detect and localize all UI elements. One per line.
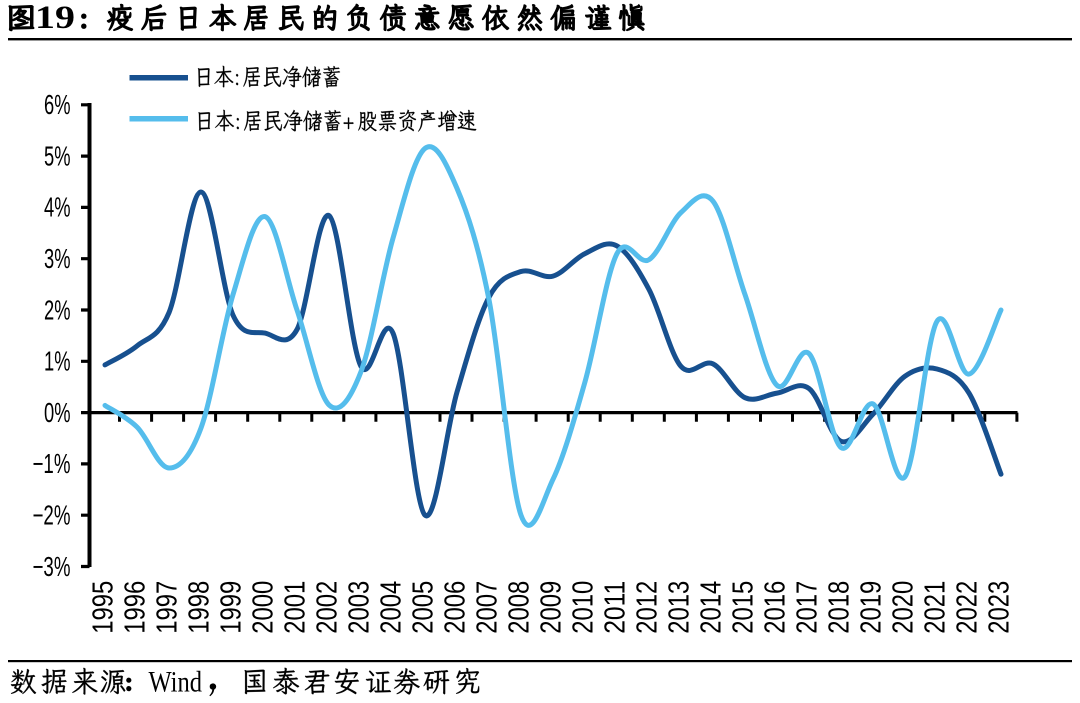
svg-text:2005: 2005 xyxy=(408,581,440,634)
svg-text:−2%: −2% xyxy=(33,500,71,531)
svg-text:2019: 2019 xyxy=(856,581,888,634)
svg-text:2008: 2008 xyxy=(504,581,536,634)
svg-text:4%: 4% xyxy=(44,192,71,223)
svg-text:2%: 2% xyxy=(44,294,71,325)
svg-text:2015: 2015 xyxy=(728,581,760,634)
svg-text:2002: 2002 xyxy=(312,581,344,634)
svg-text:2020: 2020 xyxy=(888,581,920,634)
svg-text:−1%: −1% xyxy=(33,448,71,479)
svg-text:−3%: −3% xyxy=(33,551,71,582)
svg-text:1999: 1999 xyxy=(216,581,248,634)
svg-text:3%: 3% xyxy=(44,243,71,274)
svg-text:0%: 0% xyxy=(44,397,71,428)
svg-text:1997: 1997 xyxy=(152,581,184,634)
svg-text:2018: 2018 xyxy=(824,581,856,634)
svg-text:2001: 2001 xyxy=(280,581,312,634)
svg-text:2010: 2010 xyxy=(568,581,600,634)
svg-text:2000: 2000 xyxy=(248,581,280,634)
svg-text:19: 19 xyxy=(35,0,75,36)
svg-text:2017: 2017 xyxy=(792,581,824,634)
svg-text:2023: 2023 xyxy=(984,581,1016,634)
svg-text:2022: 2022 xyxy=(952,581,984,634)
svg-text:6%: 6% xyxy=(44,89,71,120)
svg-text:Wind: Wind xyxy=(149,666,203,699)
svg-text:2007: 2007 xyxy=(472,581,504,634)
svg-text:2021: 2021 xyxy=(920,581,952,634)
svg-text:2006: 2006 xyxy=(440,581,472,634)
svg-text:1998: 1998 xyxy=(184,581,216,634)
svg-text:5%: 5% xyxy=(44,140,71,171)
svg-text:2003: 2003 xyxy=(344,581,376,634)
svg-text:2014: 2014 xyxy=(696,581,728,634)
svg-text:2004: 2004 xyxy=(376,581,408,634)
svg-text:1%: 1% xyxy=(44,346,71,377)
svg-text:2009: 2009 xyxy=(536,581,568,634)
svg-text:2016: 2016 xyxy=(760,581,792,634)
svg-text:1996: 1996 xyxy=(120,581,152,634)
svg-text:2012: 2012 xyxy=(632,581,664,634)
svg-text:2011: 2011 xyxy=(600,581,632,634)
svg-text:2013: 2013 xyxy=(664,581,696,634)
svg-text:1995: 1995 xyxy=(88,581,120,634)
